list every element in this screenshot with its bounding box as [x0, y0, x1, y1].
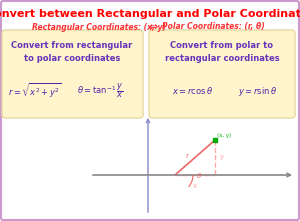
Text: Convert from rectangular
to polar coordinates: Convert from rectangular to polar coordi… — [11, 41, 133, 63]
Text: Rectangular Coordinates: (x, y): Rectangular Coordinates: (x, y) — [32, 23, 166, 32]
Text: y: y — [220, 154, 224, 160]
Text: r: r — [186, 152, 188, 158]
Text: (x, y): (x, y) — [217, 133, 231, 139]
Text: Convert from polar to
rectangular coordinates: Convert from polar to rectangular coordi… — [165, 41, 279, 63]
Text: x: x — [193, 183, 197, 189]
Text: $\theta$: $\theta$ — [196, 171, 202, 181]
FancyBboxPatch shape — [2, 30, 143, 118]
Text: $r = \sqrt{x^2 + y^2}$: $r = \sqrt{x^2 + y^2}$ — [8, 81, 62, 101]
Text: Polar Coordinates: (r, θ): Polar Coordinates: (r, θ) — [162, 23, 264, 32]
Text: Convert between Rectangular and Polar Coordinates: Convert between Rectangular and Polar Co… — [0, 9, 300, 19]
FancyBboxPatch shape — [149, 30, 295, 118]
Text: $y = r\sin\theta$: $y = r\sin\theta$ — [238, 84, 278, 97]
Text: ⇔: ⇔ — [148, 22, 158, 32]
Text: $\theta = \tan^{-1}\dfrac{y}{x}$: $\theta = \tan^{-1}\dfrac{y}{x}$ — [77, 82, 123, 100]
Text: $x = r\cos\theta$: $x = r\cos\theta$ — [172, 86, 214, 97]
